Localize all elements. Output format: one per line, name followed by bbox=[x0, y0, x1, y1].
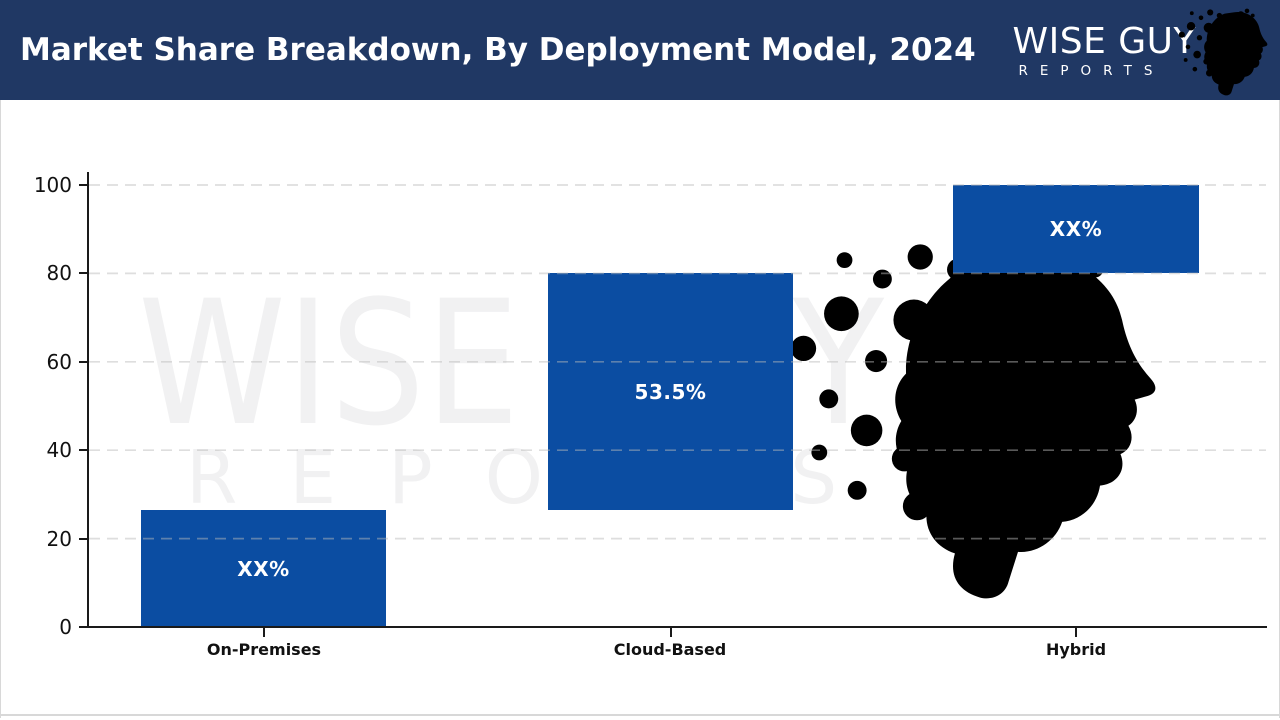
bar-on-premises: XX% bbox=[141, 510, 386, 627]
bar-value-label: 53.5% bbox=[634, 379, 707, 404]
x-category-label: Hybrid bbox=[1045, 640, 1107, 659]
watermark-head-profile-icon bbox=[772, 222, 1182, 601]
y-tick-label: 100 bbox=[33, 173, 72, 197]
bottom-border bbox=[0, 714, 1280, 716]
bar-value-label: XX% bbox=[237, 556, 290, 581]
y-axis-line bbox=[87, 172, 89, 628]
y-tick-label: 80 bbox=[46, 261, 72, 285]
y-tick bbox=[79, 449, 88, 451]
x-tick bbox=[263, 628, 265, 637]
brand-subtitle: REPORTS bbox=[1018, 63, 1165, 79]
y-tick-label: 20 bbox=[46, 527, 72, 551]
y-tick-label: 0 bbox=[59, 615, 72, 639]
x-category-label: On-Premises bbox=[206, 640, 322, 659]
y-tick bbox=[79, 184, 88, 186]
y-tick bbox=[79, 361, 88, 363]
x-category-label: Cloud-Based bbox=[613, 640, 727, 659]
bar-hybrid: XX% bbox=[953, 185, 1199, 273]
chart-title: Market Share Breakdown, By Deployment Mo… bbox=[20, 32, 976, 68]
brand-logo-text: WISE GUY REPORTS bbox=[1013, 22, 1197, 80]
dotted-head-profile-icon bbox=[1174, 4, 1274, 96]
y-tick bbox=[79, 626, 88, 628]
y-tick bbox=[79, 538, 88, 540]
x-tick bbox=[1075, 628, 1077, 637]
y-tick bbox=[79, 272, 88, 274]
brand-logo: WISE GUY REPORTS bbox=[1013, 2, 1275, 98]
x-axis-line bbox=[87, 626, 1267, 628]
bar-cloud-based: 53.5% bbox=[548, 273, 793, 510]
y-tick-label: 60 bbox=[46, 350, 72, 374]
header-band: Market Share Breakdown, By Deployment Mo… bbox=[0, 0, 1280, 100]
brand-name: WISE GUY bbox=[1012, 21, 1196, 62]
x-tick bbox=[670, 628, 672, 637]
y-tick-label: 40 bbox=[46, 438, 72, 462]
bar-value-label: XX% bbox=[1049, 217, 1103, 241]
